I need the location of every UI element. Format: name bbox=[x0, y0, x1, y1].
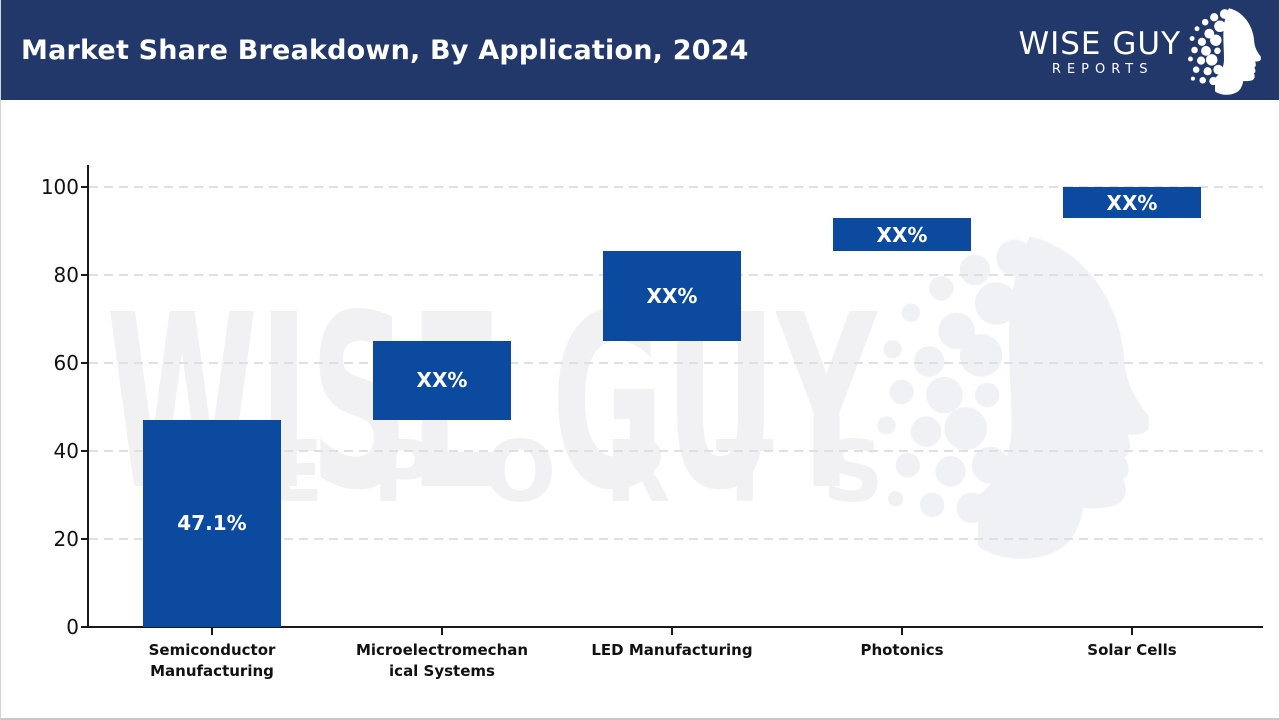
brand-logo: WISE GUY REPORTS bbox=[1018, 5, 1265, 95]
x-tick-label-photonics: Photonics bbox=[860, 641, 944, 659]
bar-led-manufacturing: XX% bbox=[603, 250, 741, 341]
x-tick-mark-led-manufacturing bbox=[671, 628, 673, 635]
gridline-100 bbox=[89, 186, 1263, 188]
gridline-20 bbox=[89, 538, 1263, 540]
x-tick-mark-semiconductor-manufacturing bbox=[211, 628, 213, 635]
y-tick-mark-0 bbox=[81, 626, 89, 628]
y-tick-label-20: 20 bbox=[53, 527, 79, 551]
y-tick-mark-80 bbox=[81, 274, 89, 276]
x-tick-label-microelectromechanical-systems: Microelectromechan ical Systems bbox=[355, 641, 529, 680]
x-tick-mark-photonics bbox=[901, 628, 903, 635]
bar-value-label-solar-cells: XX% bbox=[1106, 190, 1158, 215]
bar-semiconductor-manufacturing: 47.1% bbox=[143, 419, 281, 627]
bar-value-label-photonics: XX% bbox=[876, 222, 928, 247]
gridline-60 bbox=[89, 362, 1263, 364]
y-tick-label-60: 60 bbox=[53, 351, 79, 375]
x-axis-line bbox=[87, 626, 1263, 628]
x-tick-label-led-manufacturing: LED Manufacturing bbox=[591, 641, 753, 659]
bar-microelectromechanical-systems: XX% bbox=[373, 341, 511, 420]
y-tick-label-80: 80 bbox=[53, 263, 79, 287]
y-tick-mark-100 bbox=[81, 186, 89, 188]
gridline-40 bbox=[89, 450, 1263, 452]
brand-subtitle: REPORTS bbox=[1051, 61, 1154, 77]
chart-title: Market Share Breakdown, By Application, … bbox=[21, 34, 749, 66]
x-tick-label-solar-cells: Solar Cells bbox=[1087, 641, 1177, 659]
bar-solar-cells: XX% bbox=[1063, 187, 1201, 219]
brand-logo-text: WISE GUY REPORTS bbox=[1018, 28, 1181, 77]
bar-value-label-microelectromechanical-systems: XX% bbox=[416, 368, 468, 393]
x-tick-mark-solar-cells bbox=[1131, 628, 1133, 635]
bar-value-label-led-manufacturing: XX% bbox=[646, 283, 698, 308]
y-tick-label-40: 40 bbox=[53, 439, 79, 463]
y-tick-mark-60 bbox=[81, 362, 89, 364]
x-tick-mark-microelectromechanical-systems bbox=[441, 628, 443, 635]
y-tick-label-100: 100 bbox=[40, 175, 79, 199]
x-tick-label-semiconductor-manufacturing: Semiconductor Manufacturing bbox=[148, 641, 276, 680]
bar-value-label-semiconductor-manufacturing: 47.1% bbox=[177, 511, 247, 536]
brand-name: WISE GUY bbox=[1018, 25, 1181, 62]
y-tick-mark-40 bbox=[81, 450, 89, 452]
header: Market Share Breakdown, By Application, … bbox=[1, 0, 1279, 100]
y-tick-mark-20 bbox=[81, 538, 89, 540]
y-axis-line bbox=[87, 165, 89, 628]
y-tick-label-0: 0 bbox=[66, 615, 79, 639]
bar-photonics: XX% bbox=[833, 218, 971, 251]
